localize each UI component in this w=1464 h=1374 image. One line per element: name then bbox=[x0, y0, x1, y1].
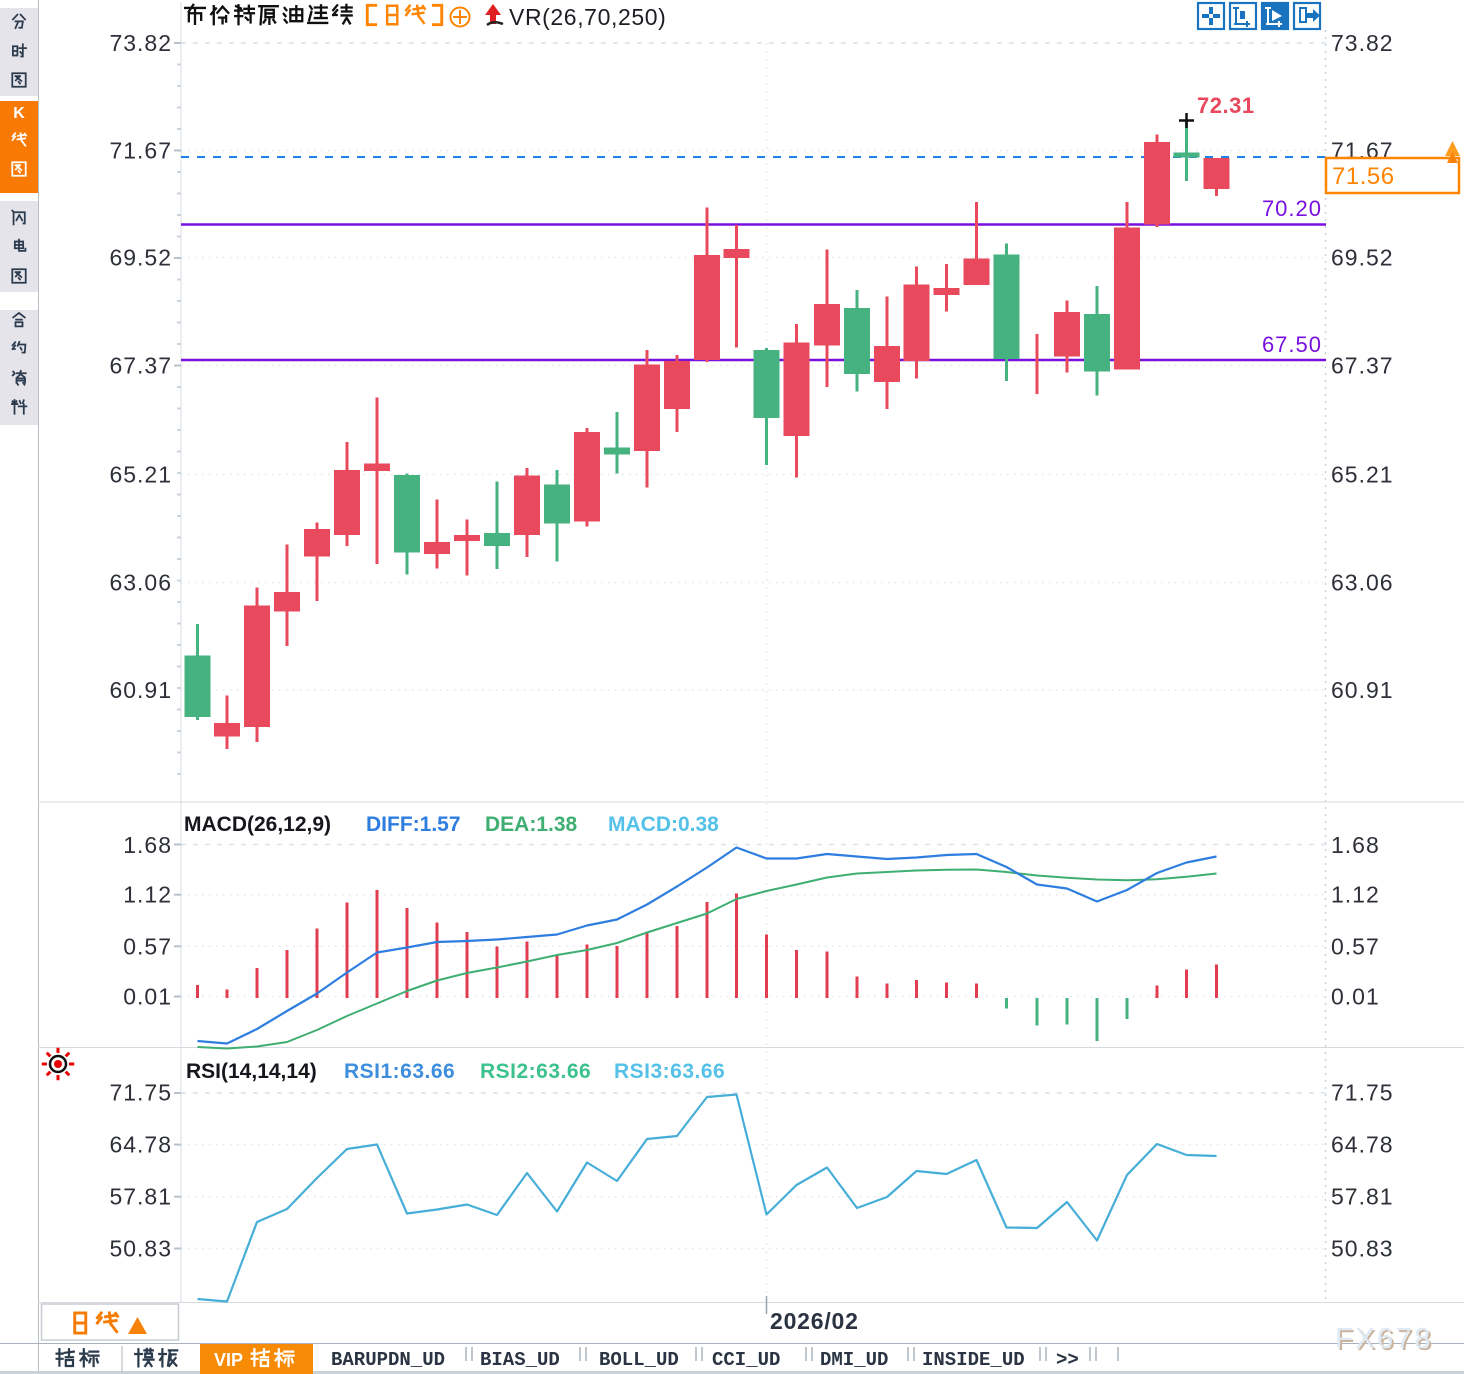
svg-text:RSI(14,14,14): RSI(14,14,14) bbox=[186, 1060, 317, 1083]
svg-text:1.12: 1.12 bbox=[123, 882, 172, 908]
svg-text:1.12: 1.12 bbox=[1331, 882, 1380, 908]
svg-text:0.57: 0.57 bbox=[123, 933, 172, 959]
svg-text:69.52: 69.52 bbox=[109, 245, 172, 271]
svg-text:RSI3:63.66: RSI3:63.66 bbox=[614, 1060, 725, 1083]
svg-text:2026/02: 2026/02 bbox=[770, 1308, 859, 1334]
svg-text:71.75: 71.75 bbox=[1331, 1080, 1394, 1106]
svg-text:57.81: 57.81 bbox=[1331, 1184, 1394, 1210]
svg-text:60.91: 60.91 bbox=[1331, 677, 1394, 703]
svg-text:64.78: 64.78 bbox=[109, 1132, 172, 1158]
svg-text:73.82: 73.82 bbox=[1331, 30, 1394, 56]
svg-text:71.75: 71.75 bbox=[109, 1080, 172, 1106]
svg-text:70.20: 70.20 bbox=[1262, 196, 1322, 221]
svg-text:0.01: 0.01 bbox=[123, 984, 172, 1010]
svg-text:BOLL_UD: BOLL_UD bbox=[599, 1349, 679, 1371]
svg-text:DIFF:1.57: DIFF:1.57 bbox=[366, 813, 461, 836]
svg-text:VIP: VIP bbox=[214, 1350, 243, 1370]
svg-text:RSI1:63.66: RSI1:63.66 bbox=[344, 1060, 455, 1083]
svg-text:BARUPDN_UD: BARUPDN_UD bbox=[331, 1349, 445, 1371]
svg-text:INSIDE_UD: INSIDE_UD bbox=[922, 1349, 1025, 1371]
svg-text:72.31: 72.31 bbox=[1197, 93, 1255, 118]
svg-text:CCI_UD: CCI_UD bbox=[712, 1349, 780, 1371]
svg-text:1.68: 1.68 bbox=[1331, 832, 1380, 858]
svg-text:63.06: 63.06 bbox=[109, 570, 172, 596]
svg-text:57.81: 57.81 bbox=[109, 1184, 172, 1210]
svg-text:67.37: 67.37 bbox=[109, 353, 172, 379]
svg-text:67.37: 67.37 bbox=[1331, 353, 1394, 379]
svg-text:69.52: 69.52 bbox=[1331, 245, 1394, 271]
svg-text:63.06: 63.06 bbox=[1331, 570, 1394, 596]
svg-text:65.21: 65.21 bbox=[109, 462, 172, 488]
svg-text:0.01: 0.01 bbox=[1331, 984, 1380, 1010]
svg-text:VR(26,70,250): VR(26,70,250) bbox=[509, 4, 666, 30]
svg-text:64.78: 64.78 bbox=[1331, 1132, 1394, 1158]
svg-text:RSI2:63.66: RSI2:63.66 bbox=[480, 1060, 591, 1083]
svg-text:BIAS_UD: BIAS_UD bbox=[480, 1349, 560, 1371]
svg-text:60.91: 60.91 bbox=[109, 677, 172, 703]
svg-text:MACD:0.38: MACD:0.38 bbox=[608, 813, 719, 836]
svg-text:73.82: 73.82 bbox=[109, 30, 172, 56]
svg-text:67.50: 67.50 bbox=[1262, 332, 1322, 357]
svg-text:FX678: FX678 bbox=[1335, 1323, 1433, 1355]
svg-text:>>: >> bbox=[1056, 1349, 1079, 1371]
svg-text:1.68: 1.68 bbox=[123, 832, 172, 858]
svg-text:65.21: 65.21 bbox=[1331, 462, 1394, 488]
svg-text:50.83: 50.83 bbox=[109, 1236, 172, 1262]
svg-text:FX678: FX678 bbox=[1337, 1325, 1435, 1357]
svg-text:0.57: 0.57 bbox=[1331, 933, 1380, 959]
svg-text:DEA:1.38: DEA:1.38 bbox=[485, 813, 578, 836]
svg-text:K: K bbox=[13, 105, 25, 122]
svg-text:50.83: 50.83 bbox=[1331, 1236, 1394, 1262]
svg-text:DMI_UD: DMI_UD bbox=[820, 1349, 888, 1371]
svg-text:MACD(26,12,9): MACD(26,12,9) bbox=[184, 813, 331, 836]
svg-text:71.67: 71.67 bbox=[109, 138, 172, 164]
svg-text:71.56: 71.56 bbox=[1332, 163, 1395, 190]
